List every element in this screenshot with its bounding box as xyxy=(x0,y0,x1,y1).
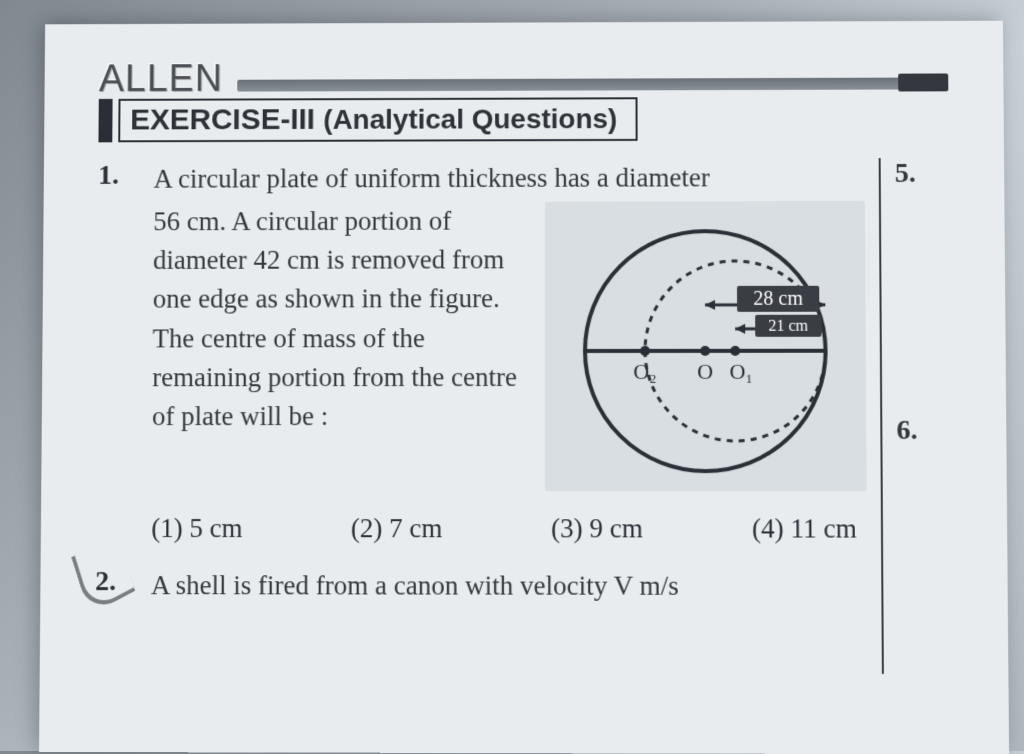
q2-number: 2. xyxy=(95,566,151,605)
exercise-subtitle: (Analytical Questions) xyxy=(323,103,617,135)
q1-body: A circular plate of uniform thickness ha… xyxy=(151,158,867,549)
page-surface: ALLEN EXERCISE-III (Analytical Questions… xyxy=(39,21,1009,754)
margin-ref-5: 5. xyxy=(895,158,959,190)
label-o: O xyxy=(697,360,713,384)
q1-number: 1. xyxy=(95,160,153,548)
label-o2: O₂ xyxy=(633,360,657,384)
margin-ref-6: 6. xyxy=(896,415,961,447)
q1-option-4: (4) 11 cm xyxy=(752,509,857,548)
q1-option-1: (1) 5 cm xyxy=(151,509,242,548)
exercise-title: EXERCISE-III xyxy=(130,103,315,136)
left-column: 1. A circular plate of uniform thickness… xyxy=(95,158,882,674)
figure-svg: O₂ O O₁ 28 cm xyxy=(545,201,867,491)
arrow-28cm: 28 cm xyxy=(705,286,825,312)
q1-text-block: 56 cm. A circular portion of diameter 42… xyxy=(152,202,545,491)
question-2: 2. A shell is fired from a canon with ve… xyxy=(95,566,867,606)
point-o xyxy=(700,346,710,356)
exercise-bar-icon xyxy=(98,99,112,142)
label-o1: O₁ xyxy=(729,360,753,384)
arrow-21cm: 21 cm xyxy=(735,315,825,337)
point-o1 xyxy=(730,346,740,356)
q1-option-2: (2) 7 cm xyxy=(351,509,443,548)
q1-options: (1) 5 cm (2) 7 cm (3) 9 cm (4) 11 cm xyxy=(151,509,867,549)
question-1: 1. A circular plate of uniform thickness… xyxy=(95,158,867,549)
q1-figure: O₂ O O₁ 28 cm xyxy=(545,201,867,491)
exercise-title-box: EXERCISE-III (Analytical Questions) xyxy=(118,97,637,142)
label-28cm: 28 cm xyxy=(753,288,803,310)
label-21cm: 21 cm xyxy=(768,318,808,335)
exercise-header: EXERCISE-III (Analytical Questions) xyxy=(98,96,958,142)
right-margin-column: 5. 6. xyxy=(879,158,963,674)
brand-tab xyxy=(898,73,948,91)
content-row: 1. A circular plate of uniform thickness… xyxy=(95,158,963,674)
q1-option-3: (3) 9 cm xyxy=(551,509,643,548)
brand-allen: ALLEN xyxy=(99,56,959,101)
q1-first-line: A circular plate of uniform thickness ha… xyxy=(153,158,864,199)
brand-rule xyxy=(237,78,918,92)
point-o2 xyxy=(640,346,650,356)
q2-text: A shell is fired from a canon with veloc… xyxy=(151,566,867,606)
brand-text: ALLEN xyxy=(99,58,223,100)
